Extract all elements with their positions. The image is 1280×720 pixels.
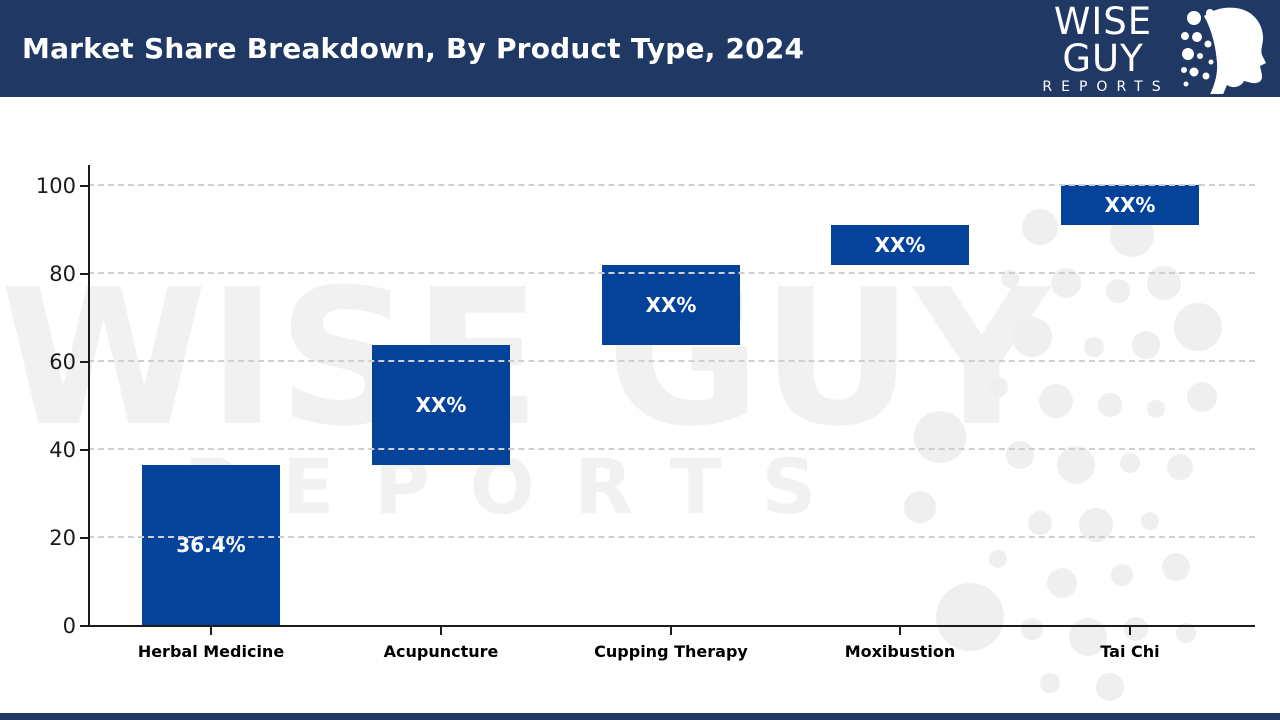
bar-tai-chi: XX% [1061,185,1199,226]
y-tick-label: 0 [62,614,76,638]
y-tick-label: 20 [49,526,76,550]
gridline-20 [88,536,1255,538]
bar-herbal-medicine: 36.4% [142,464,280,625]
page-title: Market Share Breakdown, By Product Type,… [22,32,805,65]
y-axis-line [88,165,90,627]
x-tick-mark [899,627,901,635]
y-tick-mark [80,625,88,627]
bar-acupuncture: XX% [372,344,510,465]
logo-wise-guy-text: WISE GUY [1053,0,1153,80]
bar-moxibustion: XX% [831,225,969,265]
bar-value-label: XX% [874,232,926,257]
y-tick-label: 40 [49,438,76,462]
bar-value-label: XX% [415,392,467,417]
logo-wordmark: WISE GUY REPORTS [1012,3,1194,95]
gridline-60 [88,360,1255,362]
x-axis-line [88,625,1255,627]
category-label-herbal-medicine: Herbal Medicine [137,642,285,661]
category-label-tai-chi: Tai Chi [1100,642,1160,661]
wise-guy-reports-logo: WISE GUY REPORTS [1012,3,1272,95]
gridline-100 [88,184,1255,186]
y-tick-mark [80,449,88,451]
footer-band [0,713,1280,720]
gridline-40 [88,448,1255,450]
category-label-acupuncture: Acupuncture [383,642,499,661]
watermark-wise-guy: WISE GUY [0,249,1050,468]
x-tick-mark [1129,627,1131,635]
category-label-moxibustion: Moxibustion [844,642,956,661]
x-tick-mark [670,627,672,635]
chart-plot-area: WISE GUY REPORTS 36.4% XX% XX% XX% XX% 0 20 40 6… [0,97,1280,713]
y-tick-mark [80,361,88,363]
gridline-80 [88,272,1255,274]
y-tick-label: 80 [49,262,76,286]
y-tick-mark [80,537,88,539]
bar-value-label: XX% [1104,193,1156,218]
y-tick-mark [80,185,88,187]
logo-face-icon [1181,7,1266,94]
logo-reports-text: REPORTS [1042,79,1170,95]
header-band: Market Share Breakdown, By Product Type,… [0,0,1280,97]
y-tick-mark [80,273,88,275]
bar-cupping-therapy: XX% [602,264,740,345]
y-tick-label: 60 [49,350,76,374]
bar-value-label: XX% [645,292,697,317]
watermark-face-dots [904,205,1222,701]
x-tick-mark [440,627,442,635]
y-tick-label: 100 [35,174,76,198]
x-tick-mark [210,627,212,635]
category-label-cupping-therapy: Cupping Therapy [594,642,748,661]
